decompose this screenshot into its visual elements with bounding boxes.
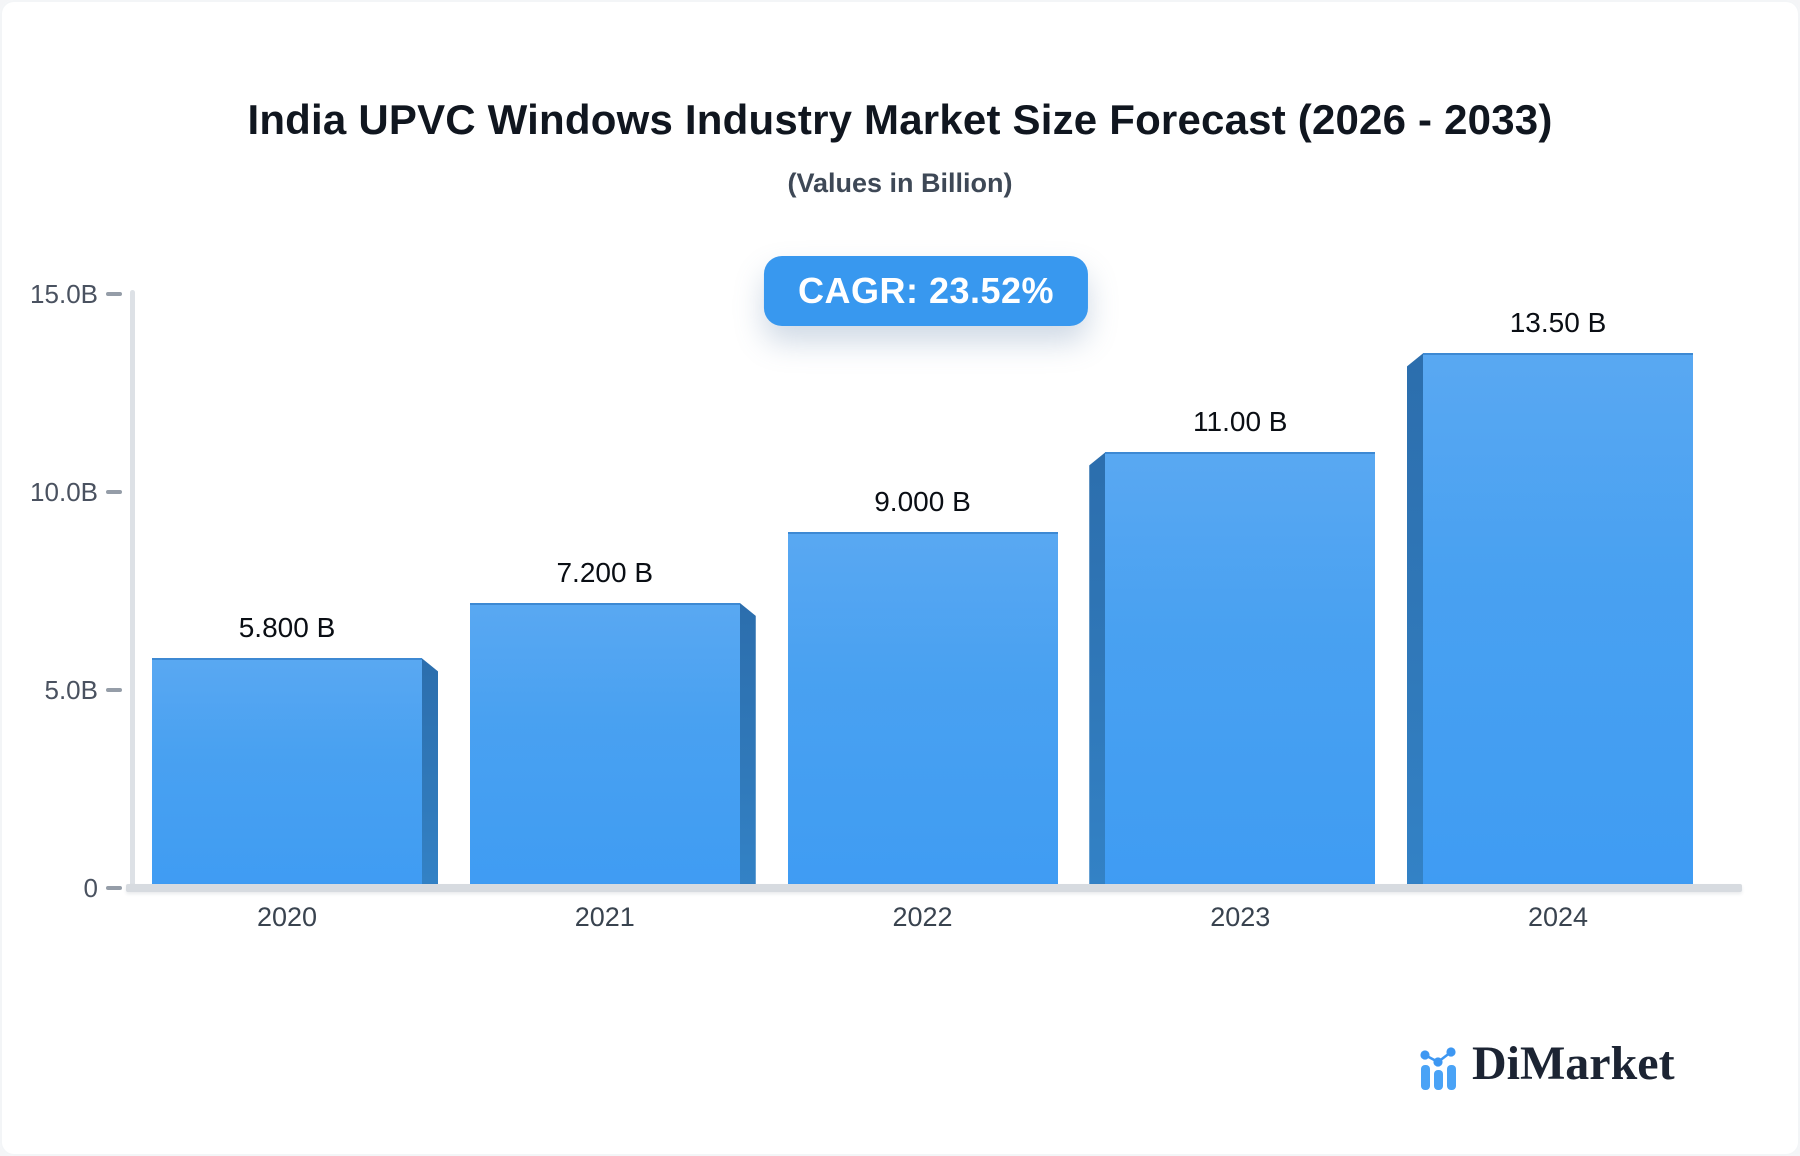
y-tick-15.0B: 15.0B: [10, 279, 122, 309]
y-tick-label: 5.0B: [44, 674, 99, 705]
y-tick-label: 0: [83, 872, 98, 903]
y-tick-mark: [106, 688, 122, 692]
y-tick-label: 10.0B: [30, 476, 98, 507]
x-tick-label-2021: 2021: [574, 902, 635, 932]
y-tick-mark: [106, 490, 122, 494]
dimarket-logo-text: DiMarket: [1472, 1037, 1675, 1090]
x-tick-label-2020: 2020: [256, 902, 318, 932]
bar-side-2020: [422, 658, 438, 888]
y-tick-mark: [106, 886, 122, 890]
y-tick-10.0B: 10.0B: [10, 477, 122, 507]
bar-side-2024: [1407, 353, 1423, 888]
bar-value-label-2022: 9.000 B: [874, 485, 971, 517]
y-tick-5.0B: 5.0B: [10, 675, 122, 705]
bar-2020: [152, 658, 422, 888]
bar-value-label-2023: 11.00 B: [1193, 406, 1288, 438]
x-tick-label-2024: 2024: [1527, 902, 1589, 932]
y-tick-0: 0: [10, 873, 122, 903]
chart-title: India UPVC Windows Industry Market Size …: [247, 96, 1553, 143]
x-axis-line: [126, 884, 1742, 892]
chart-subtitle: (Values in Billion): [787, 168, 1013, 198]
x-tick-label-2022: 2022: [892, 902, 953, 932]
bar-2022: [787, 531, 1058, 888]
bar-value-label-2024: 13.50 B: [1509, 307, 1607, 339]
x-tick-label-2023: 2023: [1210, 902, 1271, 932]
bar-value-label-2021: 7.200 B: [556, 556, 654, 588]
y-axis-line: [130, 290, 135, 888]
dimarket-logo: DiMarket: [1418, 1038, 1675, 1090]
bar-value-label-2020: 5.800 B: [238, 612, 336, 644]
y-tick-mark: [106, 292, 122, 296]
bar-2023: [1105, 452, 1376, 888]
dimarket-logo-icon: [1420, 1047, 1456, 1090]
bar-2021: [469, 602, 740, 888]
cagr-badge: CAGR: 23.52%: [763, 256, 1089, 326]
bar-2024: [1423, 353, 1693, 888]
bar-side-2021: [739, 602, 756, 888]
y-tick-label: 15.0B: [30, 278, 98, 309]
bar-side-2023: [1089, 452, 1106, 888]
